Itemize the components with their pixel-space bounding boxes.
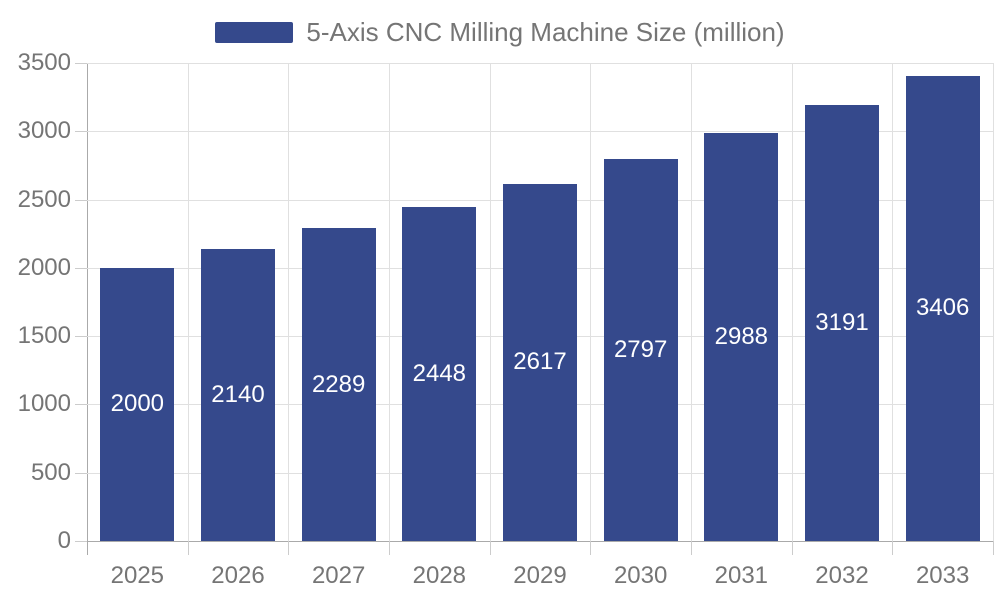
y-axis-tick-label: 2500 [17, 185, 71, 213]
y-axis-tick [75, 63, 87, 64]
y-axis-tick [75, 404, 87, 406]
y-gridline [87, 131, 993, 133]
x-axis-tick-label: 2031 [714, 562, 769, 589]
bar-2028[interactable] [402, 206, 477, 541]
bar-2031[interactable] [704, 132, 779, 541]
x-axis-tick-label: 2032 [815, 562, 869, 589]
y-gridline [87, 63, 993, 64]
bar-value-label: 3406 [915, 294, 970, 322]
x-axis-tick [691, 541, 692, 555]
y-axis-tick-label: 2000 [17, 253, 71, 281]
x-axis-tick-label: 2027 [311, 562, 366, 589]
bar-2025[interactable] [100, 267, 175, 541]
x-gridline [288, 63, 289, 541]
y-axis-tick [75, 336, 87, 338]
x-gridline [188, 63, 189, 541]
plot-area: 2000 2140 2289 2448 2617 2797 2988 3191 3406 [87, 63, 994, 541]
bar-value-label: 2289 [311, 370, 366, 398]
x-axis-line [87, 541, 994, 542]
x-axis-tick-label: 2026 [211, 562, 265, 589]
x-axis-tick [389, 541, 390, 555]
bar-value-label: 2988 [714, 322, 769, 350]
x-gridline [590, 63, 591, 541]
bar-value-label: 2140 [211, 380, 265, 408]
legend-item[interactable]: 5-Axis CNC Milling Machine Size (million… [0, 18, 1000, 46]
x-axis-tick-label: 2025 [110, 562, 165, 589]
x-axis-tick-label: 2029 [513, 562, 567, 589]
y-axis-tick [75, 472, 87, 474]
x-axis-tick [993, 541, 994, 555]
x-axis-tick [188, 541, 189, 555]
bar-value-label: 3191 [815, 309, 869, 337]
bar-2032[interactable] [805, 105, 879, 541]
y-axis-tick-label: 1500 [17, 322, 71, 350]
bar-2027[interactable] [301, 228, 376, 541]
y-axis-tick-label: 500 [30, 458, 71, 486]
x-gridline [691, 63, 692, 541]
x-axis-tick-label: 2033 [915, 562, 970, 589]
bar-value-label: 2617 [513, 348, 567, 376]
x-axis-tick [87, 541, 88, 555]
y-axis-tick-label: 3500 [17, 49, 71, 76]
bar-value-label: 2448 [412, 359, 467, 387]
y-axis-tick [75, 267, 87, 269]
bar-2029[interactable] [503, 183, 577, 541]
legend-label: 5-Axis CNC Milling Machine Size (million… [306, 17, 785, 47]
y-axis-line [87, 63, 88, 555]
bar-value-label: 2000 [110, 390, 165, 418]
y-axis-tick-label: 3000 [17, 117, 71, 145]
bar-2030[interactable] [603, 159, 678, 541]
x-gridline [490, 63, 491, 541]
x-axis-tick-label: 2028 [412, 562, 467, 589]
y-axis-tick [75, 541, 87, 542]
x-axis-tick [792, 541, 793, 555]
bar-2033[interactable] [905, 75, 980, 541]
x-axis-tick [288, 541, 289, 555]
x-gridline [389, 63, 390, 541]
bar-2026[interactable] [201, 248, 275, 541]
x-axis-tick [490, 541, 491, 555]
x-axis-tick [590, 541, 591, 555]
legend-swatch [215, 21, 294, 43]
y-axis-tick [75, 131, 87, 133]
x-gridline [892, 63, 893, 541]
y-axis-tick-label: 0 [57, 527, 71, 554]
x-gridline [792, 63, 793, 541]
y-axis-tick [75, 199, 87, 201]
x-axis-tick-label: 2030 [613, 562, 668, 589]
bar-value-label: 2797 [613, 336, 668, 363]
x-axis-tick [892, 541, 893, 555]
x-gridline [993, 63, 994, 541]
y-axis-tick-label: 1000 [17, 390, 71, 418]
